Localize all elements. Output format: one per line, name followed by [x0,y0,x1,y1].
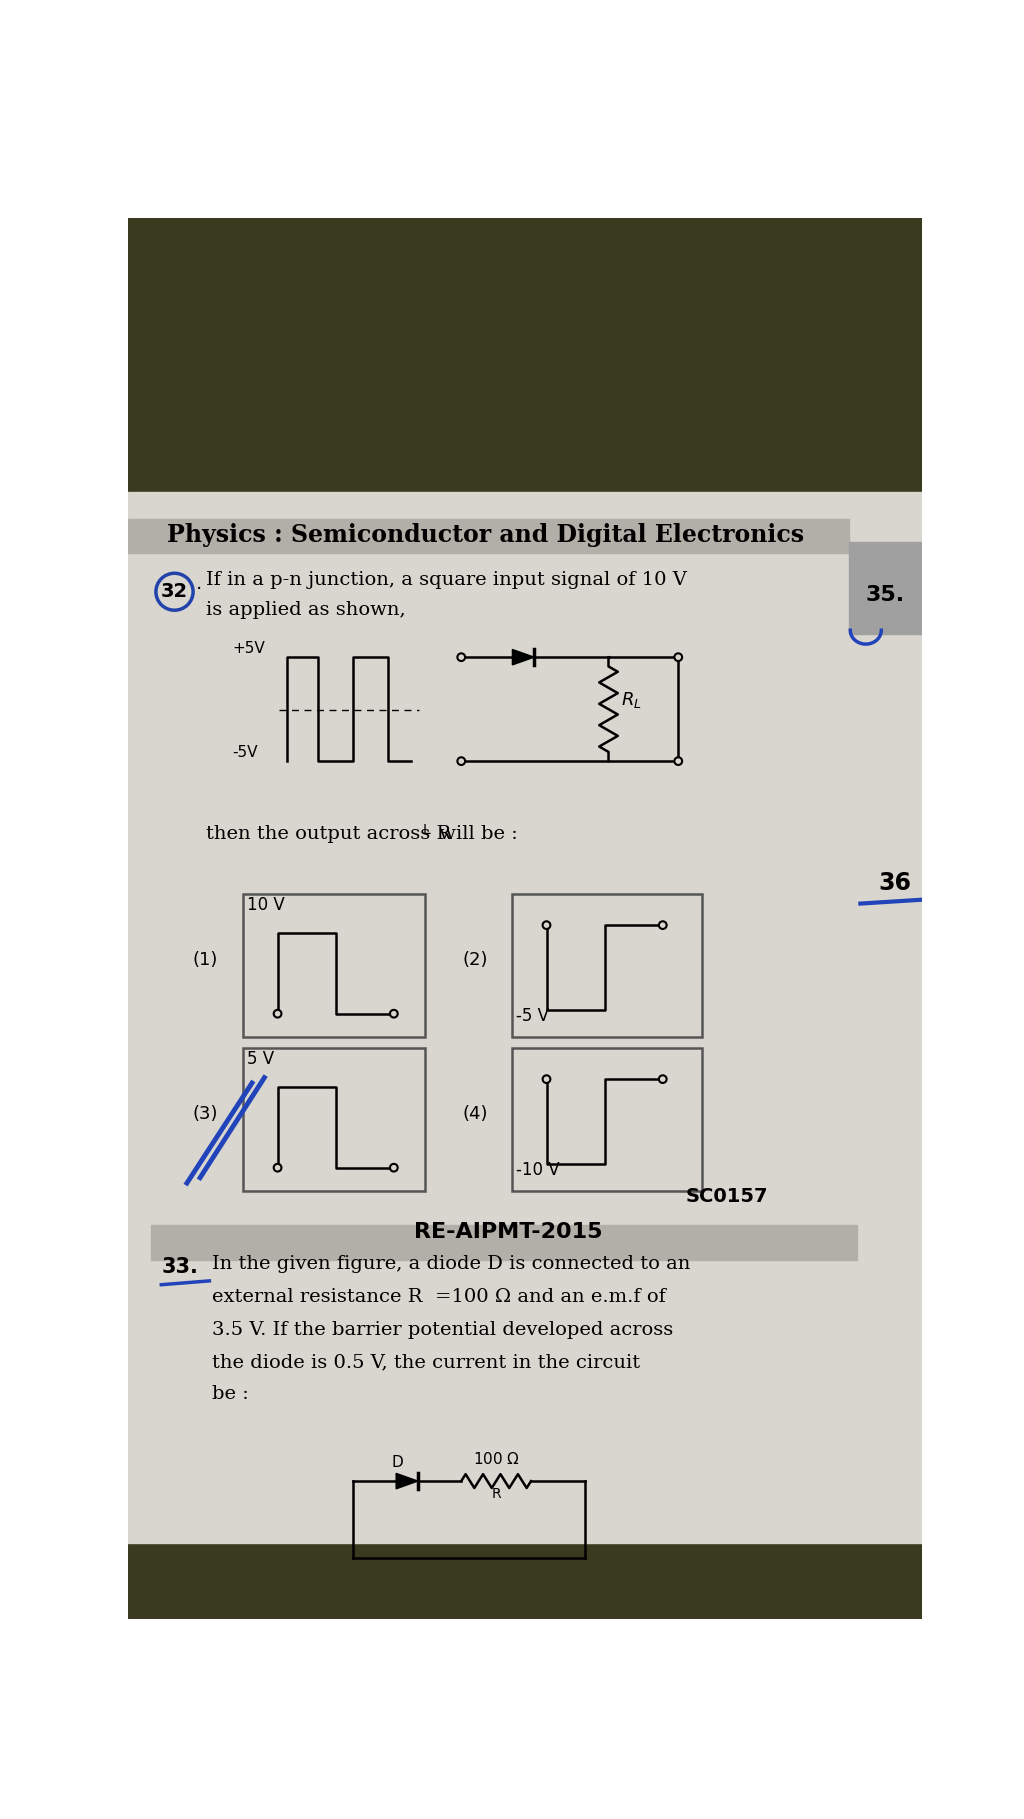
Circle shape [390,1164,397,1171]
Text: D: D [392,1455,403,1470]
Circle shape [273,1010,282,1017]
Polygon shape [396,1473,418,1488]
Circle shape [273,1164,282,1171]
Text: -5 V: -5 V [515,1008,549,1026]
Circle shape [390,1010,397,1017]
Bar [128,518,849,553]
Text: 100 $\Omega$: 100 $\Omega$ [473,1452,519,1468]
Circle shape [156,573,194,609]
Circle shape [658,920,667,930]
Bar [243,1048,425,1191]
Circle shape [543,920,550,930]
Circle shape [658,1075,667,1082]
Text: Physics : Semiconductor and Digital Electronics: Physics : Semiconductor and Digital Elec… [167,522,804,548]
Text: If in a p-n junction, a square input signal of 10 V: If in a p-n junction, a square input sig… [206,571,686,589]
Bar [152,1226,856,1261]
Text: will be :: will be : [432,824,517,842]
Text: +5V: +5V [232,642,265,657]
Circle shape [675,757,682,766]
Text: is applied as shown,: is applied as shown, [206,600,406,618]
Bar [128,491,922,1543]
Text: -5V: -5V [232,746,258,760]
Circle shape [458,653,465,660]
Circle shape [543,1075,550,1082]
Text: 5 V: 5 V [247,1050,273,1068]
Bar [512,895,701,1037]
Text: external resistance R  =100 Ω and an e.m.f of: external resistance R =100 Ω and an e.m.… [212,1288,666,1306]
Text: then the output across R: then the output across R [206,824,451,842]
Text: (3): (3) [193,1106,218,1122]
Circle shape [458,757,465,766]
Bar [512,1048,701,1191]
Text: 36: 36 [879,871,911,895]
Text: (4): (4) [463,1106,488,1122]
Text: 35.: 35. [866,586,905,606]
Text: the diode is 0.5 V, the current in the circuit: the diode is 0.5 V, the current in the c… [212,1353,640,1372]
Text: $R_L$: $R_L$ [621,689,642,709]
Text: R: R [492,1486,501,1501]
Text: be :: be : [212,1386,249,1404]
Text: .: . [196,575,202,593]
Text: RE-AIPMT-2015: RE-AIPMT-2015 [414,1222,602,1242]
Text: 10 V: 10 V [247,895,285,913]
Text: (1): (1) [193,951,218,970]
Bar [243,895,425,1037]
Polygon shape [512,649,535,666]
Bar [849,542,922,635]
Text: 3.5 V. If the barrier potential developed across: 3.5 V. If the barrier potential develope… [212,1321,673,1339]
Text: In the given figure, a diode D is connected to an: In the given figure, a diode D is connec… [212,1255,690,1273]
Text: (2): (2) [463,951,488,970]
Text: 33.: 33. [162,1257,199,1277]
Circle shape [675,653,682,660]
Text: L: L [423,824,430,837]
Text: -10 V: -10 V [515,1161,559,1179]
Text: SC0157: SC0157 [686,1188,768,1206]
Text: 32: 32 [161,582,188,602]
